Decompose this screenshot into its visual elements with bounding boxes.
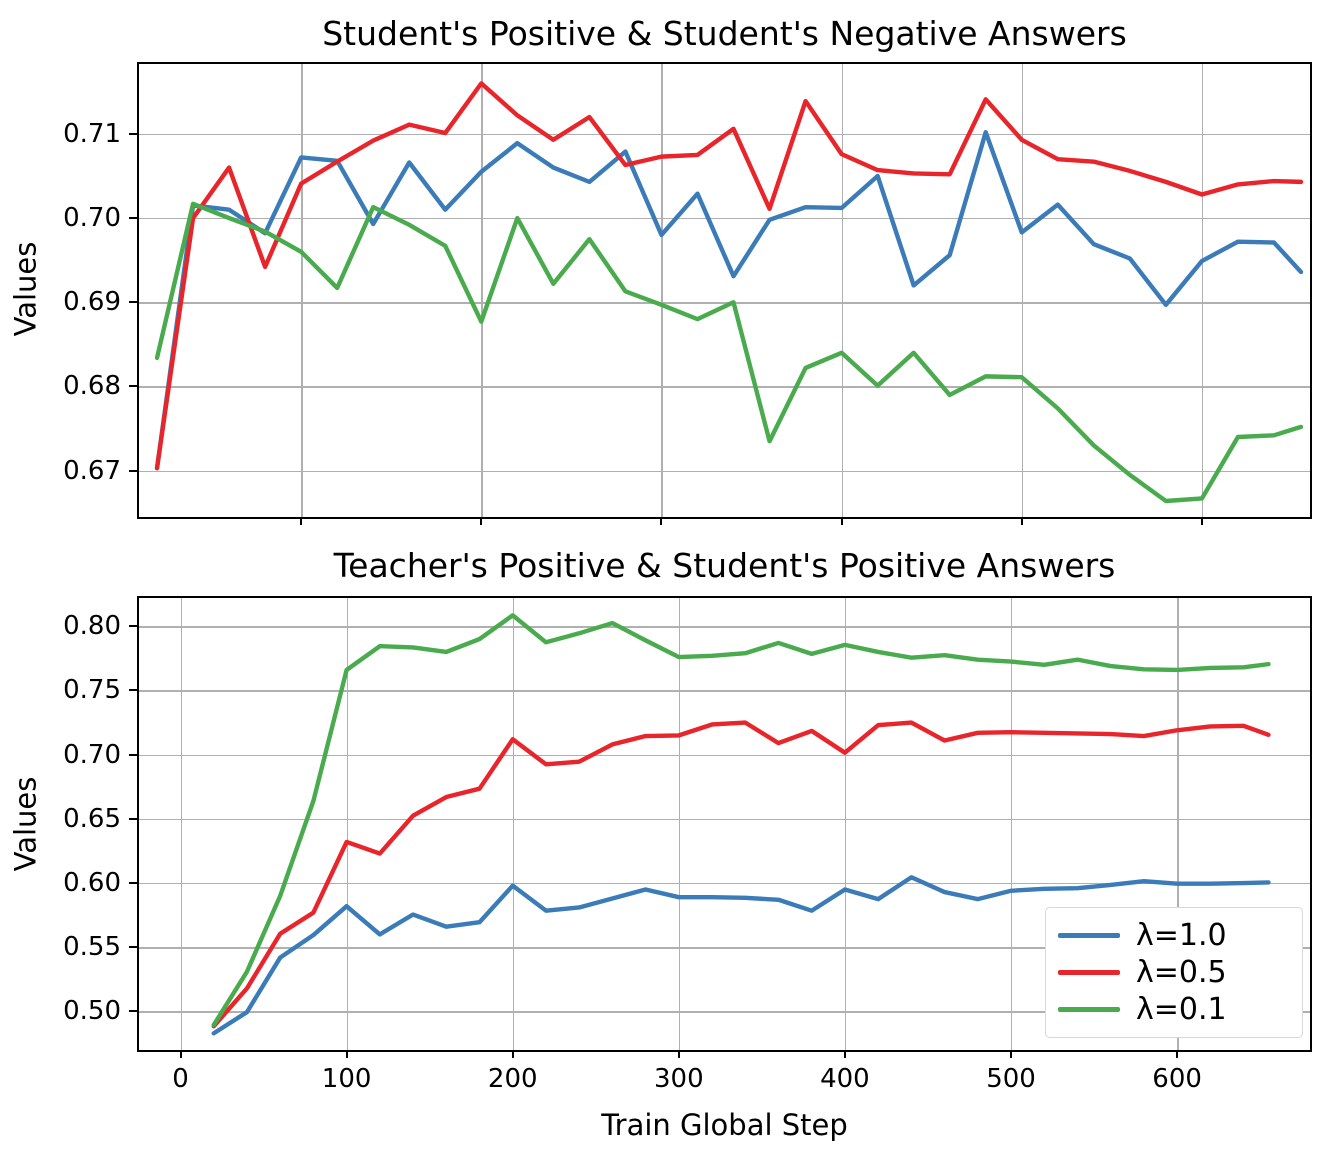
panel-top: Student's Positive & Student's Negative … <box>0 0 1328 535</box>
series-line <box>211 613 1271 1028</box>
y-tick-mark <box>129 217 137 220</box>
y-tick-label: 0.68 <box>63 371 121 402</box>
chart-title-bottom: Teacher's Positive & Student's Positive … <box>333 546 1116 585</box>
series-line <box>154 201 1304 504</box>
x-tick-label: 600 <box>1152 1064 1202 1094</box>
x-tick-mark <box>840 517 843 525</box>
series-line <box>211 875 1271 1036</box>
series-line <box>154 129 1304 471</box>
x-tick-mark <box>1176 1050 1179 1058</box>
x-tick-mark <box>1010 1050 1013 1058</box>
gridline-horizontal <box>139 302 1310 304</box>
y-tick-mark <box>129 132 137 135</box>
y-tick-label: 0.70 <box>63 203 121 234</box>
x-tick-mark <box>660 517 663 525</box>
x-tick-label: 200 <box>487 1064 538 1094</box>
legend-item[interactable]: λ=1.0 <box>1058 917 1288 954</box>
y-tick-mark <box>129 469 137 472</box>
y-tick-mark <box>129 625 137 628</box>
legend-item[interactable]: λ=0.1 <box>1058 991 1288 1028</box>
x-tick-mark <box>511 1050 514 1058</box>
series-lines-top <box>154 81 1304 504</box>
x-tick-mark <box>179 1050 182 1058</box>
legend-label: λ=0.1 <box>1136 991 1227 1027</box>
legend-item[interactable]: λ=0.5 <box>1058 954 1288 991</box>
legend-label: λ=1.0 <box>1136 917 1227 953</box>
y-tick-label: 0.80 <box>63 611 121 642</box>
gridline-horizontal <box>139 947 1310 949</box>
x-tick-label: 0 <box>172 1064 189 1094</box>
gridline-horizontal <box>139 690 1310 692</box>
x-tick-mark <box>1020 517 1023 525</box>
x-tick-mark <box>677 1050 680 1058</box>
y-tick-mark <box>129 1010 137 1013</box>
gridline-vertical <box>346 598 348 1050</box>
legend-label: λ=0.5 <box>1136 954 1227 990</box>
legend-color-swatch <box>1058 933 1120 938</box>
gridline-vertical <box>661 64 663 517</box>
y-tick-label: 0.65 <box>63 803 121 834</box>
legend-color-swatch <box>1058 1007 1120 1012</box>
gridline-horizontal <box>139 754 1310 757</box>
x-tick-label: 500 <box>986 1064 1036 1094</box>
y-tick-label: 0.71 <box>63 118 121 149</box>
y-tick-mark <box>129 753 137 756</box>
gridline-horizontal <box>139 818 1310 821</box>
x-tick-mark <box>843 1050 846 1058</box>
gridline-horizontal <box>139 386 1310 388</box>
y-tick-label: 0.70 <box>63 739 121 770</box>
y-tick-mark <box>129 689 137 692</box>
x-tick-mark <box>345 1050 348 1058</box>
gridline-vertical <box>844 598 847 1050</box>
x-tick-label: 300 <box>653 1064 704 1094</box>
x-axis-label: Train Global Step <box>601 1108 848 1142</box>
y-tick-mark <box>129 946 137 949</box>
y-tick-label: 0.50 <box>63 996 121 1027</box>
y-tick-label: 0.75 <box>63 675 121 706</box>
gridline-vertical <box>841 64 843 517</box>
x-tick-mark <box>1200 517 1203 525</box>
y-tick-mark <box>129 882 137 885</box>
x-tick-label: 100 <box>321 1064 372 1094</box>
gridline-horizontal <box>139 1011 1310 1013</box>
y-tick-mark <box>129 817 137 820</box>
gridline-horizontal <box>139 470 1310 473</box>
gridline-vertical <box>1201 64 1204 517</box>
y-tick-mark <box>129 385 137 388</box>
legend-color-swatch <box>1058 970 1120 975</box>
gridline-vertical <box>1177 598 1179 1050</box>
y-tick-label: 0.55 <box>63 932 121 963</box>
plot-area-bottom <box>137 596 1312 1052</box>
gridline-horizontal <box>139 218 1310 220</box>
chart-title-top: Student's Positive & Student's Negative … <box>322 14 1127 53</box>
y-tick-mark <box>129 301 137 304</box>
gridline-horizontal <box>139 883 1310 885</box>
gridline-horizontal <box>139 626 1310 628</box>
series-lines-bottom <box>211 613 1271 1036</box>
x-tick-mark <box>480 517 483 525</box>
y-tick-label: 0.60 <box>63 868 121 899</box>
gridline-vertical <box>512 598 515 1050</box>
y-tick-label: 0.67 <box>63 455 121 486</box>
gridline-vertical <box>301 64 303 517</box>
gridline-vertical <box>1011 598 1013 1050</box>
y-tick-label: 0.69 <box>63 287 121 318</box>
gridline-vertical <box>481 64 483 517</box>
series-line <box>154 81 1304 471</box>
gridline-vertical <box>180 598 182 1050</box>
legend[interactable]: λ=1.0 λ=0.5 λ=0.1 <box>1045 907 1303 1038</box>
panel-bottom: Teacher's Positive & Student's Positive … <box>0 535 1328 1157</box>
plot-area-top <box>137 62 1312 519</box>
series-line <box>211 720 1271 1029</box>
gridline-vertical <box>1021 64 1024 517</box>
gridline-vertical <box>678 598 681 1050</box>
x-tick-mark <box>300 517 303 525</box>
x-tick-label: 400 <box>820 1064 870 1094</box>
